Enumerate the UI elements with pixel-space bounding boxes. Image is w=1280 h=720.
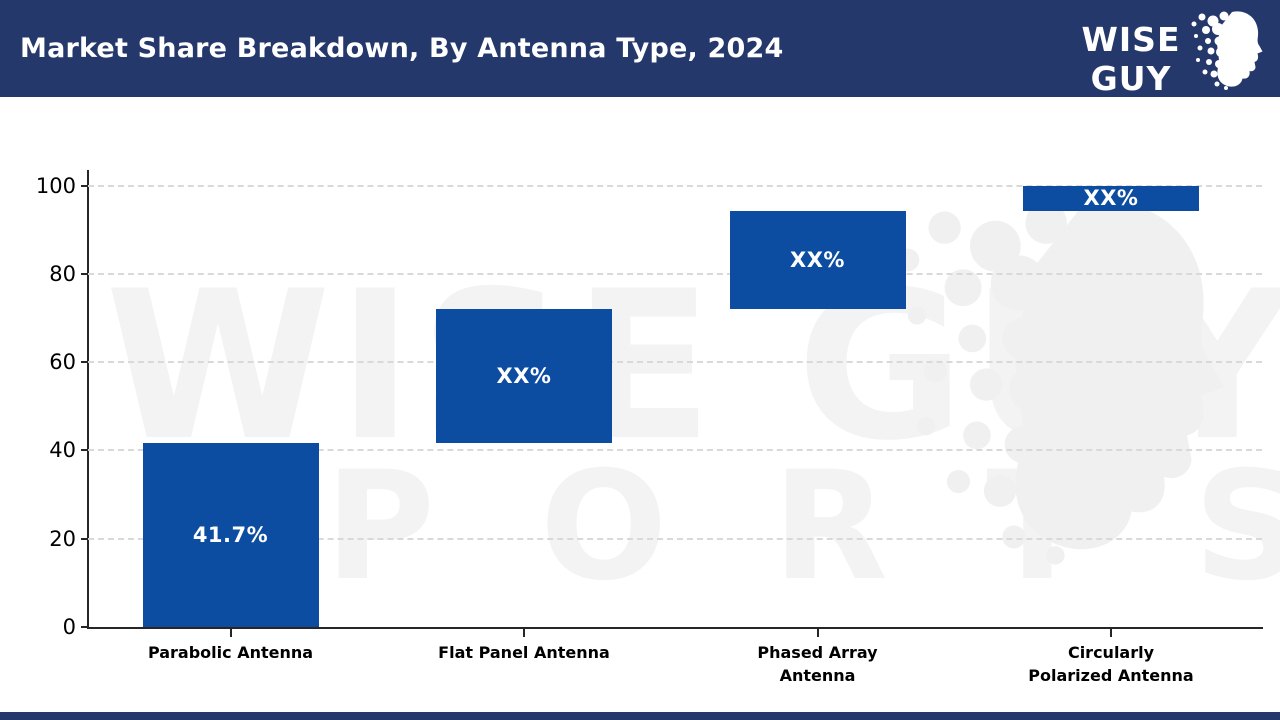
y-tick-label: 0 <box>62 615 76 639</box>
y-axis-line <box>87 170 89 629</box>
bar: XX% <box>1023 185 1199 212</box>
x-tick-mark <box>523 629 525 637</box>
x-tick-label: Circularly Polarized Antenna <box>1028 643 1194 685</box>
y-tick-mark <box>81 361 88 364</box>
bar: XX% <box>729 211 906 310</box>
y-tick-label: 100 <box>35 173 76 198</box>
y-tick-label: 20 <box>49 526 76 551</box>
x-tick-mark <box>1110 629 1112 637</box>
x-tick-mark <box>816 629 819 637</box>
y-tick-label: 60 <box>49 350 76 375</box>
wise-guy-reports-logo: WISE GUY REPORTS <box>1016 6 1266 114</box>
y-tick-mark <box>81 272 88 275</box>
x-axis-line <box>87 627 1263 629</box>
x-tick-label: Parabolic Antenna <box>147 643 314 662</box>
y-tick-mark <box>81 449 88 452</box>
watermark-head-profile <box>896 201 1224 565</box>
logo-head-profile-icon <box>1191 11 1263 90</box>
bar-value-label: 41.7% <box>192 522 269 547</box>
y-tick-label: 40 <box>49 438 76 463</box>
logo-text: WISE GUY REPORTS <box>1046 20 1216 114</box>
x-tick-label: Phased Array Antenna <box>757 643 878 685</box>
y-tick-label: 80 <box>49 261 76 286</box>
bar-value-label: XX% <box>790 248 845 273</box>
gridline <box>88 449 1262 452</box>
y-tick-mark <box>81 537 88 540</box>
gridline <box>88 272 1262 275</box>
bar: 41.7% <box>142 442 319 627</box>
logo-wordmark: WISE GUY <box>1081 20 1181 98</box>
bar: XX% <box>436 309 612 443</box>
x-tick-label: Flat Panel Antenna <box>438 643 610 662</box>
gridline <box>88 537 1262 540</box>
page-title: Market Share Breakdown, By Antenna Type,… <box>20 33 784 64</box>
header-band: Market Share Breakdown, By Antenna Type,… <box>0 0 1280 114</box>
x-tick-mark <box>229 629 232 637</box>
footer-band <box>0 712 1280 720</box>
bar-value-label: XX% <box>496 364 552 389</box>
chart-plot-area: 0 20 40 60 80 100 41.7% Parabolic Antenna XX% Fla… <box>0 97 1280 712</box>
y-tick-mark <box>81 184 88 187</box>
gridline <box>88 184 1262 187</box>
bar-value-label: XX% <box>1083 186 1139 211</box>
gridline <box>88 361 1262 364</box>
logo-subtitle: REPORTS <box>1068 100 1201 114</box>
y-tick-mark <box>81 626 88 628</box>
